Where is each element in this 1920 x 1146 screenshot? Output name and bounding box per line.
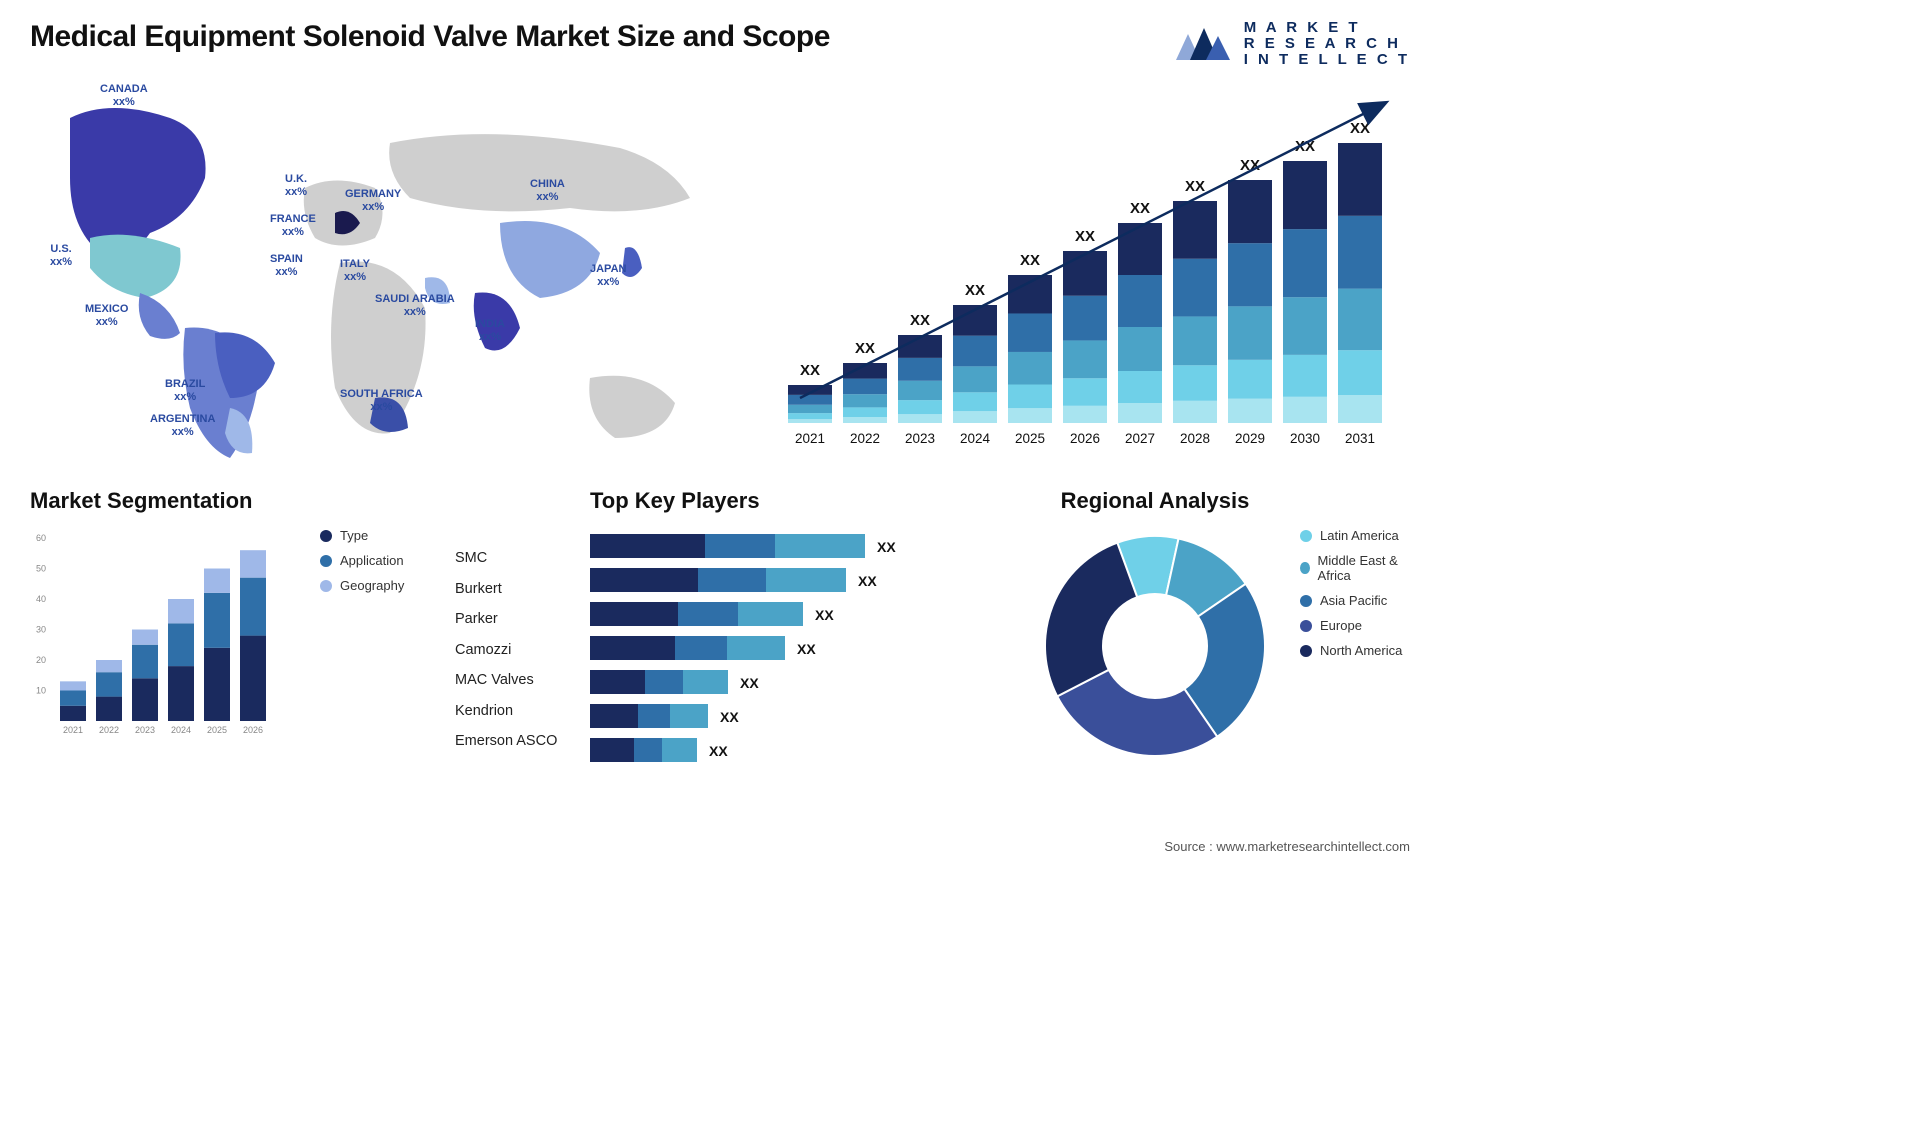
svg-text:2026: 2026	[243, 725, 263, 735]
players-names-list: SMC Burkert Parker Camozzi MAC Valves Kendrio…	[455, 488, 575, 771]
map-country-label: SPAINxx%	[270, 253, 303, 279]
svg-text:2029: 2029	[1235, 431, 1265, 446]
top-players-chart: XX XX XX XX XX XX XX	[590, 526, 990, 766]
regional-title: Regional Analysis	[1030, 488, 1280, 514]
regional-panel: Regional Analysis Latin America Middle Ea…	[1030, 488, 1410, 771]
svg-text:XX: XX	[1020, 252, 1040, 269]
svg-text:XX: XX	[965, 282, 985, 299]
svg-text:XX: XX	[1075, 228, 1095, 245]
top-players-title: Top Key Players	[590, 488, 1005, 514]
segmentation-legend-item: Application	[320, 553, 430, 568]
player-name: MAC Valves	[455, 672, 575, 688]
svg-text:2021: 2021	[795, 431, 825, 446]
world-map-panel: CANADAxx% U.S.xx% MEXICOxx% BRAZILxx% ARGENT…	[30, 78, 730, 458]
svg-text:XX: XX	[709, 743, 728, 759]
svg-text:XX: XX	[858, 573, 877, 589]
svg-text:2025: 2025	[1015, 431, 1045, 446]
map-country-label: MEXICOxx%	[85, 303, 128, 329]
source-note: Source : www.marketresearchintellect.com	[1164, 839, 1410, 854]
segmentation-panel: Market Segmentation 10 20 30 40 50 60 2021 2022…	[30, 488, 430, 771]
svg-text:10: 10	[36, 686, 46, 696]
regional-legend-item: Middle East & Africa	[1300, 553, 1410, 583]
player-name: Camozzi	[455, 642, 575, 658]
segmentation-title: Market Segmentation	[30, 488, 300, 514]
svg-text:XX: XX	[815, 607, 834, 623]
svg-text:2022: 2022	[850, 431, 880, 446]
regional-legend-item: Europe	[1300, 618, 1410, 633]
svg-text:2023: 2023	[905, 431, 935, 446]
regional-legend: Latin America Middle East & Africa Asia Pa…	[1300, 488, 1410, 771]
map-country-label: ARGENTINAxx%	[150, 413, 215, 439]
brand-line1: M A R K E T	[1244, 20, 1410, 36]
map-country-label: GERMANYxx%	[345, 188, 401, 214]
svg-text:40: 40	[36, 594, 46, 604]
map-country-label: FRANCExx%	[270, 213, 316, 239]
map-country-label: BRAZILxx%	[165, 378, 205, 404]
map-country-label: INDIAxx%	[475, 318, 505, 344]
logo-mark-icon	[1174, 20, 1234, 68]
page-title: Medical Equipment Solenoid Valve Market …	[30, 20, 830, 54]
svg-text:XX: XX	[800, 362, 820, 379]
svg-text:XX: XX	[877, 539, 896, 555]
svg-text:2027: 2027	[1125, 431, 1155, 446]
map-country-label: CANADAxx%	[100, 83, 148, 109]
svg-text:20: 20	[36, 655, 46, 665]
regional-legend-item: Latin America	[1300, 528, 1410, 543]
player-name: Parker	[455, 611, 575, 627]
brand-logo: M A R K E T R E S E A R C H I N T E L L …	[1174, 20, 1410, 68]
svg-text:2026: 2026	[1070, 431, 1100, 446]
svg-text:2024: 2024	[171, 725, 191, 735]
svg-text:2022: 2022	[99, 725, 119, 735]
player-name: Emerson ASCO	[455, 733, 575, 749]
svg-text:XX: XX	[1350, 120, 1370, 137]
svg-text:50: 50	[36, 564, 46, 574]
svg-text:XX: XX	[855, 340, 875, 357]
svg-text:XX: XX	[720, 709, 739, 725]
map-country-label: U.K.xx%	[285, 173, 307, 199]
regional-donut-chart	[1030, 526, 1280, 756]
svg-text:2030: 2030	[1290, 431, 1320, 446]
svg-text:2024: 2024	[960, 431, 991, 446]
player-name: Kendrion	[455, 703, 575, 719]
segmentation-chart: 10 20 30 40 50 60 2021 2022 2023 2024 2025 2026	[30, 526, 280, 741]
forecast-chart-panel: XX 2021 XX 2022 XX 2023 XX 2024 XX 2025 XX 2026 XX 20…	[770, 78, 1410, 458]
svg-text:2023: 2023	[135, 725, 155, 735]
brand-line2: R E S E A R C H	[1244, 36, 1410, 52]
map-country-label: SAUDI ARABIAxx%	[375, 293, 455, 319]
map-country-label: CHINAxx%	[530, 178, 565, 204]
svg-text:XX: XX	[910, 312, 930, 329]
svg-text:XX: XX	[1185, 178, 1205, 195]
svg-text:XX: XX	[1130, 200, 1150, 217]
segmentation-legend: Type Application Geography	[320, 488, 430, 771]
map-country-label: ITALYxx%	[340, 258, 370, 284]
map-country-label: JAPANxx%	[590, 263, 626, 289]
svg-text:30: 30	[36, 625, 46, 635]
regional-legend-item: Asia Pacific	[1300, 593, 1410, 608]
svg-text:2025: 2025	[207, 725, 227, 735]
svg-text:XX: XX	[797, 641, 816, 657]
player-name: SMC	[455, 550, 575, 566]
svg-text:2031: 2031	[1345, 431, 1375, 446]
segmentation-legend-item: Type	[320, 528, 430, 543]
forecast-chart: XX 2021 XX 2022 XX 2023 XX 2024 XX 2025 XX 2026 XX 20…	[770, 78, 1410, 458]
svg-text:XX: XX	[740, 675, 759, 691]
regional-legend-item: North America	[1300, 643, 1410, 658]
svg-text:60: 60	[36, 533, 46, 543]
player-name: Burkert	[455, 581, 575, 597]
map-country-label: SOUTH AFRICAxx%	[340, 388, 423, 414]
map-country-label: U.S.xx%	[50, 243, 72, 269]
svg-text:2021: 2021	[63, 725, 83, 735]
svg-text:2028: 2028	[1180, 431, 1210, 446]
brand-line3: I N T E L L E C T	[1244, 52, 1410, 68]
segmentation-legend-item: Geography	[320, 578, 430, 593]
top-players-panel: SMC Burkert Parker Camozzi MAC Valves Kendrio…	[455, 488, 1005, 771]
